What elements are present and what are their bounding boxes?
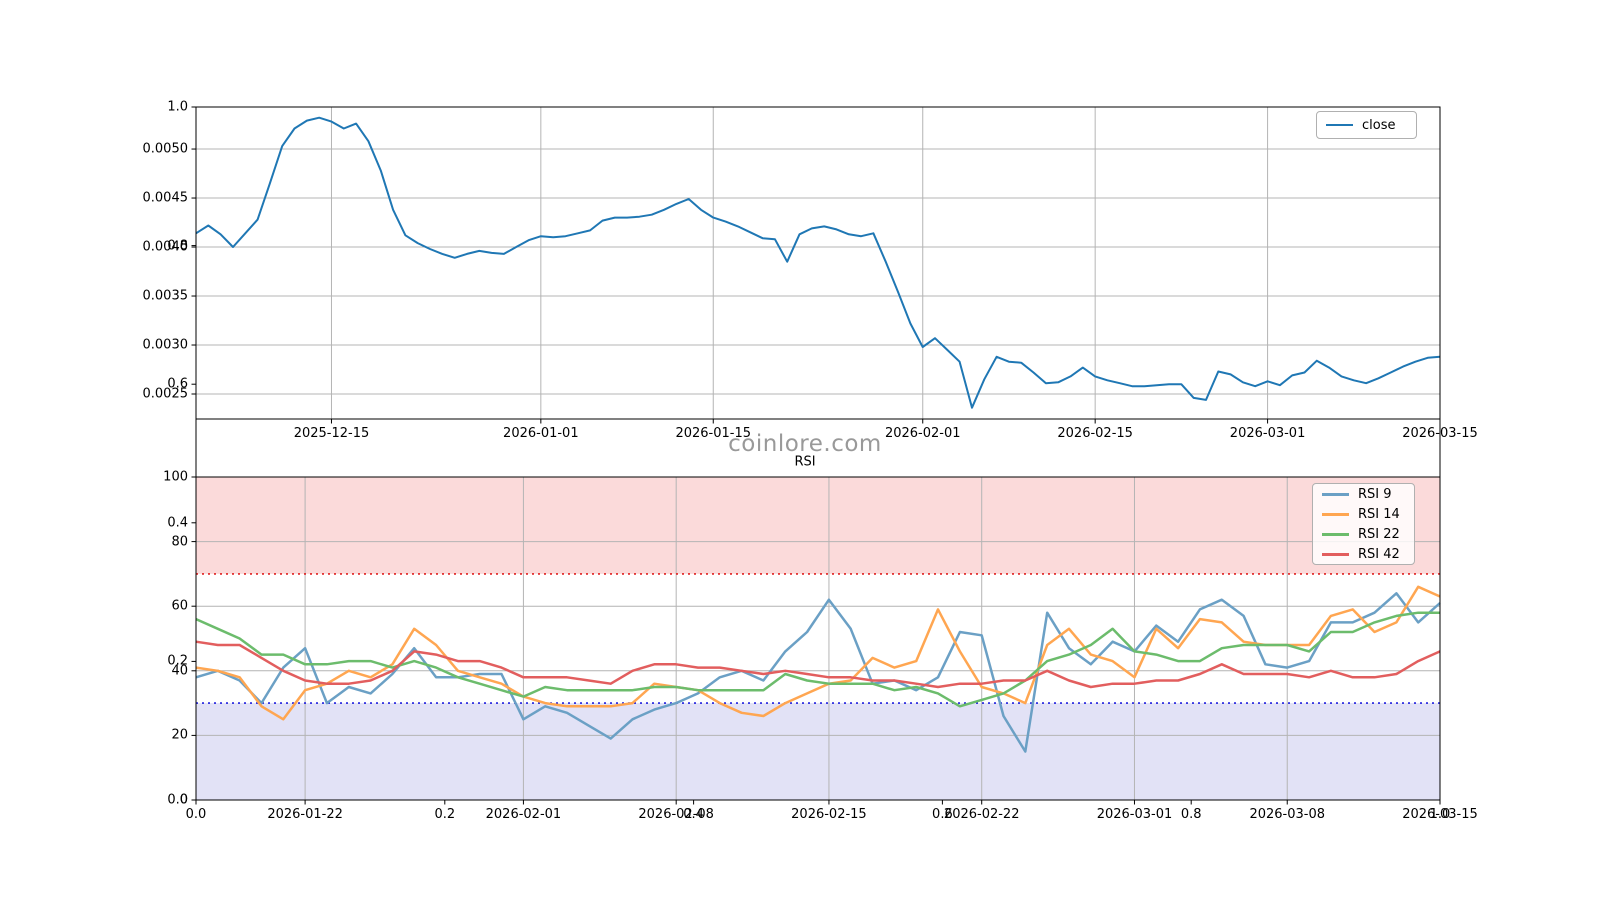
price-chart-y-tick-label: 0.0030 <box>142 337 189 353</box>
hidden-axes-y-tick-label: 0.8 <box>167 238 188 254</box>
hidden-axes-x-tick-label: 0.8 <box>1180 807 1202 822</box>
rsi-chart-x-tick-label: 2026-02-22 <box>943 807 1020 822</box>
rsi-chart-y-tick-label: 60 <box>171 598 188 614</box>
rsi-chart-x-tick-label: 2026-03-08 <box>1249 807 1326 822</box>
rsi-subplot-title: RSI <box>794 454 816 470</box>
close-legend-label: close <box>1362 117 1396 133</box>
price-chart-x-tick-label: 2026-02-15 <box>1057 426 1133 441</box>
rsi-chart-frame <box>195 476 1441 801</box>
rsi-chart-x-tick-label: 2026-02-08 <box>638 807 714 822</box>
oversold-band <box>196 703 1440 800</box>
hidden-axes-y-tick-label: 1.0 <box>167 99 188 115</box>
price-chart-y-tick-label: 0.0050 <box>142 141 189 157</box>
rsi22-legend-label: RSI 22 <box>1358 526 1400 542</box>
close-legend: close <box>1316 111 1417 139</box>
close-legend-row: close <box>1326 119 1406 132</box>
rsi-chart-x-tick-label: 2026-03-01 <box>1096 807 1173 822</box>
hidden-axes-x-tick-label: 0.0 <box>185 807 207 822</box>
hidden-axes-y-tick-label: 0.0 <box>167 792 188 808</box>
rsi-legend: RSI 9 RSI 14 RSI 22 RSI 42 <box>1312 483 1415 565</box>
hidden-axes-x-tick-label: 0.2 <box>434 807 456 822</box>
hidden-axes-x-tick-label: 1.0 <box>1429 807 1451 822</box>
rsi9-line-swatch <box>1322 492 1349 496</box>
rsi-chart-series-rsi-22 <box>195 611 1440 708</box>
watermark: coinlore.com <box>728 431 882 457</box>
rsi14-legend-label: RSI 14 <box>1358 506 1400 522</box>
hidden-axes-x-tick-label: 0.6 <box>932 807 953 822</box>
rsi22-legend-row: RSI 22 <box>1322 528 1404 541</box>
rsi-chart-y-tick-label: 100 <box>163 469 188 485</box>
rsi22-line-swatch <box>1322 532 1349 536</box>
close-line-swatch <box>1326 124 1353 126</box>
rsi9-legend-row: RSI 9 <box>1322 488 1404 501</box>
hidden-axes-y-tick-label: 0.2 <box>167 653 188 669</box>
rsi42-legend-row: RSI 42 <box>1322 548 1404 561</box>
rsi-chart-y-tick-label: 0 <box>179 792 188 808</box>
price-chart-x-tick-label: 2026-01-15 <box>675 426 752 441</box>
rsi-chart-y-tick-label: 80 <box>171 534 188 550</box>
rsi9-legend-label: RSI 9 <box>1358 486 1392 502</box>
rsi-chart-y-tick-label: 40 <box>171 663 188 679</box>
price-chart-y-tick-label: 0.0045 <box>142 190 189 206</box>
rsi-chart-series-rsi-14 <box>195 585 1441 721</box>
price-chart-x-tick-label: 2025-12-15 <box>293 426 370 441</box>
hidden-axes-x-tick-label: 0.4 <box>683 807 704 822</box>
rsi-chart-y-tick-label: 20 <box>171 727 188 743</box>
price-chart-x-tick-label: 2026-03-01 <box>1229 426 1306 441</box>
overbought-band <box>196 477 1440 574</box>
rsi-chart-x-tick-label: 2026-02-15 <box>791 807 867 822</box>
rsi-chart-x-tick-label: 2026-03-15 <box>1402 807 1478 822</box>
price-chart-series-close <box>195 116 1441 409</box>
rsi-chart-x-tick-label: 2026-02-01 <box>485 807 562 822</box>
price-chart-x-tick-label: 2026-02-01 <box>884 426 961 441</box>
rsi-chart-series-rsi-42 <box>195 640 1441 689</box>
price-chart-x-tick-label: 2026-01-01 <box>503 426 579 441</box>
hidden-axes-y-tick-label: 0.6 <box>167 376 188 392</box>
price-chart-x-tick-label: 2026-03-15 <box>1402 426 1478 441</box>
rsi14-line-swatch <box>1322 512 1349 516</box>
price-chart-y-tick-label: 0.0035 <box>142 288 189 304</box>
price-chart-y-tick-label: 0.0025 <box>142 386 189 402</box>
rsi14-legend-row: RSI 14 <box>1322 508 1404 521</box>
price-chart-frame <box>195 106 1441 420</box>
rsi42-line-swatch <box>1322 552 1349 556</box>
rsi-chart-x-tick-label: 2026-01-22 <box>267 807 343 822</box>
hidden-axes-y-tick-label: 0.4 <box>167 515 188 531</box>
rsi42-legend-label: RSI 42 <box>1358 546 1400 562</box>
price-chart-y-tick-label: 0.0040 <box>142 239 189 255</box>
